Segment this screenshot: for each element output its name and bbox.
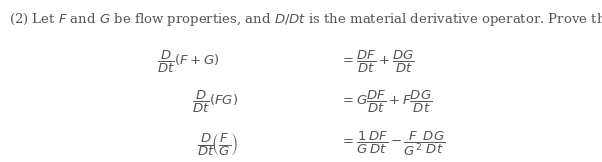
Text: (2) Let $F$ and $G$ be flow properties, and $D/Dt$ is the material derivative op: (2) Let $F$ and $G$ be flow properties, … (9, 11, 602, 28)
Text: $\dfrac{D}{Dt}(F+G)$: $\dfrac{D}{Dt}(F+G)$ (157, 48, 220, 75)
Text: $\dfrac{D}{Dt}(FG)$: $\dfrac{D}{Dt}(FG)$ (191, 89, 238, 115)
Text: $= \dfrac{1}{G}\dfrac{DF}{Dt} - \dfrac{F}{G^2}\dfrac{DG}{Dt}$: $= \dfrac{1}{G}\dfrac{DF}{Dt} - \dfrac{F… (340, 130, 445, 158)
Text: $= G\dfrac{DF}{Dt} + F\dfrac{DG}{Dt}$: $= G\dfrac{DF}{Dt} + F\dfrac{DG}{Dt}$ (340, 89, 432, 115)
Text: $\dfrac{D}{Dt}\!\left(\dfrac{F}{G}\right)$: $\dfrac{D}{Dt}\!\left(\dfrac{F}{G}\right… (196, 131, 238, 158)
Text: $= \dfrac{DF}{Dt} + \dfrac{DG}{Dt}$: $= \dfrac{DF}{Dt} + \dfrac{DG}{Dt}$ (340, 48, 415, 75)
